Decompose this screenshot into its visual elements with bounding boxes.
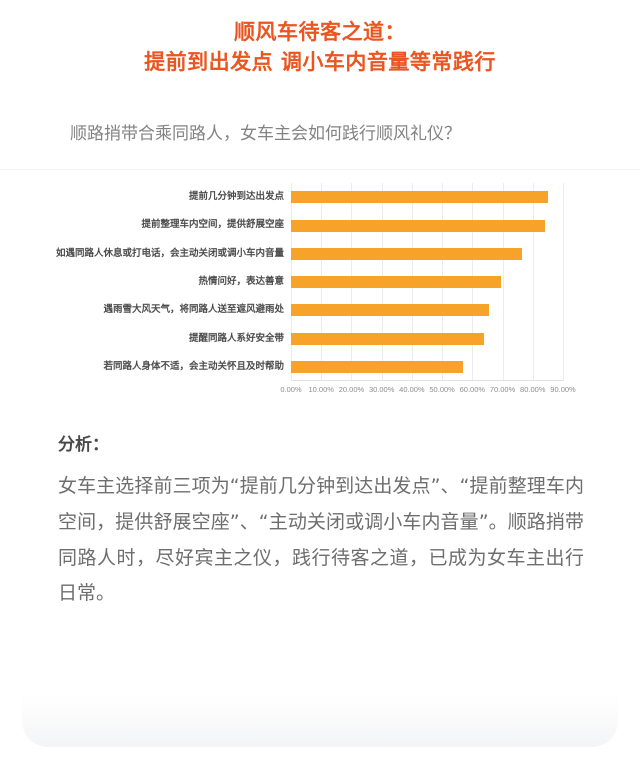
survey-question: 顺路捎带合乘同路人，女车主会如何践行顺风礼仪？ bbox=[70, 123, 461, 144]
title-line-1: 顺风车待客之道： bbox=[234, 20, 406, 44]
chart-category-label: 如遇同路人休息或打电话，会主动关闭或调小车内音量 bbox=[55, 247, 284, 259]
chart-category-label: 提醒同路人系好安全带 bbox=[188, 332, 284, 344]
chart-category-label: 热情问好，表达善意 bbox=[198, 275, 284, 287]
chart-top-divider bbox=[0, 169, 640, 171]
chart-x-tick-label: 70.00% bbox=[489, 385, 516, 395]
chart-category-label: 遇雨雪大风天气，将同路人送至遮风避雨处 bbox=[103, 304, 284, 316]
chart-row: 提前几分钟到达出发点 bbox=[189, 183, 563, 211]
chart-bars-group: 提前几分钟到达出发点提前整理车内空间，提供舒展空座如遇同路人休息或打电话，会主动… bbox=[56, 183, 563, 381]
chart-x-tick-label: 0.00% bbox=[280, 385, 302, 395]
card-bottom-shade bbox=[22, 694, 618, 747]
analysis-heading: 分析： bbox=[58, 435, 109, 456]
chart-x-tick-label: 20.00% bbox=[338, 385, 365, 395]
chart-bar bbox=[291, 191, 548, 204]
chart-x-tick-label: 10.00% bbox=[308, 385, 334, 395]
chart-x-tick-label: 30.00% bbox=[368, 385, 395, 395]
chart-bar bbox=[291, 247, 523, 260]
chart-bar bbox=[291, 276, 502, 289]
chart-category-label: 提前整理车内空间，提供舒展空座 bbox=[141, 219, 284, 231]
chart-bar bbox=[291, 332, 485, 345]
chart-row: 提前整理车内空间，提供舒展空座 bbox=[141, 211, 563, 239]
chart-x-tick-label: 80.00% bbox=[520, 385, 546, 395]
chart-bar bbox=[291, 219, 545, 232]
chart-gridline bbox=[563, 183, 564, 382]
chart-axis-line bbox=[291, 380, 563, 382]
chart-row: 遇雨雪大风天气，将同路人送至遮风避雨处 bbox=[103, 296, 563, 324]
chart-x-tick-label: 90.00% bbox=[550, 385, 576, 395]
bar-chart: 提前几分钟到达出发点提前整理车内空间，提供舒展空座如遇同路人休息或打电话，会主动… bbox=[0, 169, 640, 414]
chart-x-tick-label: 50.00% bbox=[429, 385, 455, 395]
title-line-2: 提前到出发点 调小车内音量等常践行 bbox=[144, 49, 496, 74]
chart-bar bbox=[291, 304, 489, 317]
chart-x-axis-ticks: 0.00% 10.00% 20.00% 30.00% 40.00% 50.00% 60.00… bbox=[280, 385, 575, 399]
chart-x-tick-label: 40.00% bbox=[399, 385, 425, 395]
chart-row: 热情问好，表达善意 bbox=[198, 268, 563, 296]
chart-gridline bbox=[532, 183, 534, 382]
chart-category-label: 若同路人身体不适，会主动关怀且及时帮助 bbox=[103, 360, 284, 372]
title-block: 顺风车待客之道： 提前到出发点 调小车内音量等常践行 bbox=[0, 0, 640, 78]
chart-gridline bbox=[502, 183, 504, 382]
analysis-section: 分析： 女车主选择前三项为“提前几分钟到达出发点”、“提前整理车内空间，提供舒展… bbox=[0, 430, 640, 612]
chart-x-tick-label: 60.00% bbox=[459, 385, 486, 395]
chart-row: 若同路人身体不适，会主动关怀且及时帮助 bbox=[103, 353, 563, 381]
chart-category-label: 提前几分钟到达出发点 bbox=[188, 191, 284, 203]
analysis-body: 女车主选择前三项为“提前几分钟到达出发点”、“提前整理车内空间，提供舒展空座”、… bbox=[58, 475, 584, 605]
chart-plot-area: 提前几分钟到达出发点提前整理车内空间，提供舒展空座如遇同路人休息或打电话，会主动… bbox=[56, 183, 564, 382]
chart-bar bbox=[291, 360, 464, 373]
chart-row: 如遇同路人休息或打电话，会主动关闭或调小车内音量 bbox=[56, 240, 563, 268]
chart-row: 提醒同路人系好安全带 bbox=[189, 325, 563, 353]
